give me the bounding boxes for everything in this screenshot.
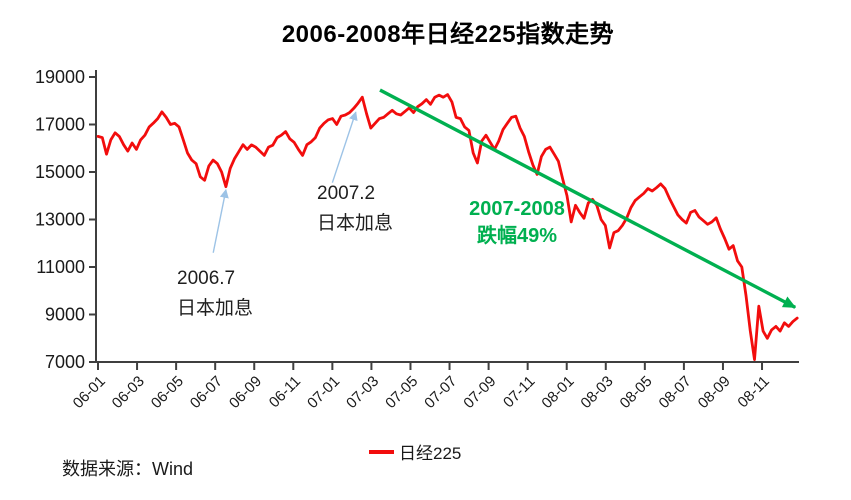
- annotation-2006-text: 日本加息: [177, 298, 254, 319]
- x-axis-tick-label: 08-01: [538, 373, 577, 412]
- x-axis-tick-label: 06-03: [109, 373, 148, 412]
- downtrend-arrow: [379, 88, 797, 309]
- x-axis-tick-label: 07-11: [500, 373, 538, 411]
- x-axis-tick-label: 08-09: [695, 373, 734, 412]
- x-axis-tick-label: 07-03: [343, 373, 382, 412]
- x-axis-tick-label: 07-07: [421, 373, 460, 412]
- y-axis-tick-label: 11000: [36, 257, 85, 277]
- x-axis-tick-label: 08-03: [577, 373, 616, 412]
- y-axis-tick-label: 13000: [35, 210, 85, 230]
- x-axis-tick-label: 07-09: [460, 373, 499, 412]
- source-note: 数据来源：Wind: [62, 459, 194, 479]
- y-axis-tick-label: 15000: [35, 162, 85, 182]
- x-axis-tick-label: 06-07: [187, 373, 226, 412]
- trend-decline-label: 2007-2008 跌幅49%: [452, 196, 582, 250]
- x-axis-tick-label: 06-09: [226, 373, 265, 412]
- legend-series-label: 日经225: [399, 444, 462, 463]
- annotation-2007-text: 日本加息: [317, 213, 394, 234]
- x-axis-tick-label: 08-05: [617, 373, 656, 412]
- y-axis-tick-label: 17000: [35, 115, 85, 135]
- chart-title: 2006-2008年日经225指数走势: [281, 21, 615, 48]
- nikkei225-series-line: [96, 93, 799, 362]
- annotation-2006-rate-hike: 2006.7 日本加息: [177, 264, 253, 324]
- annotation-arrow-2007: [331, 111, 358, 183]
- annotation-arrow-2006: [212, 188, 229, 253]
- x-axis-tick-label: 08-11: [734, 373, 772, 411]
- x-axis-tick-label: 08-07: [656, 373, 695, 412]
- y-axis-tick-label: 19000: [35, 67, 85, 87]
- x-axis-tick-label: 06-01: [70, 373, 109, 412]
- annotation-2007-date: 2007.2: [317, 183, 376, 204]
- trend-decline-percent: 跌幅49%: [476, 225, 558, 247]
- legend-line-swatch: [369, 449, 394, 454]
- y-axis-tick-label: 7000: [45, 352, 85, 372]
- x-axis-tick-label: 06-11: [266, 373, 304, 411]
- x-axis-tick-label: 06-05: [148, 373, 187, 412]
- trend-decline-years: 2007-2008: [469, 198, 565, 220]
- legend: 日经225: [369, 439, 461, 464]
- annotation-2007-rate-hike: 2007.2 日本加息: [317, 179, 393, 239]
- x-axis-tick-label: 07-05: [382, 373, 421, 412]
- x-axis-tick-label: 07-01: [304, 373, 343, 412]
- annotation-2006-date: 2006.7: [177, 268, 236, 289]
- y-axis-tick-label: 9000: [45, 305, 85, 325]
